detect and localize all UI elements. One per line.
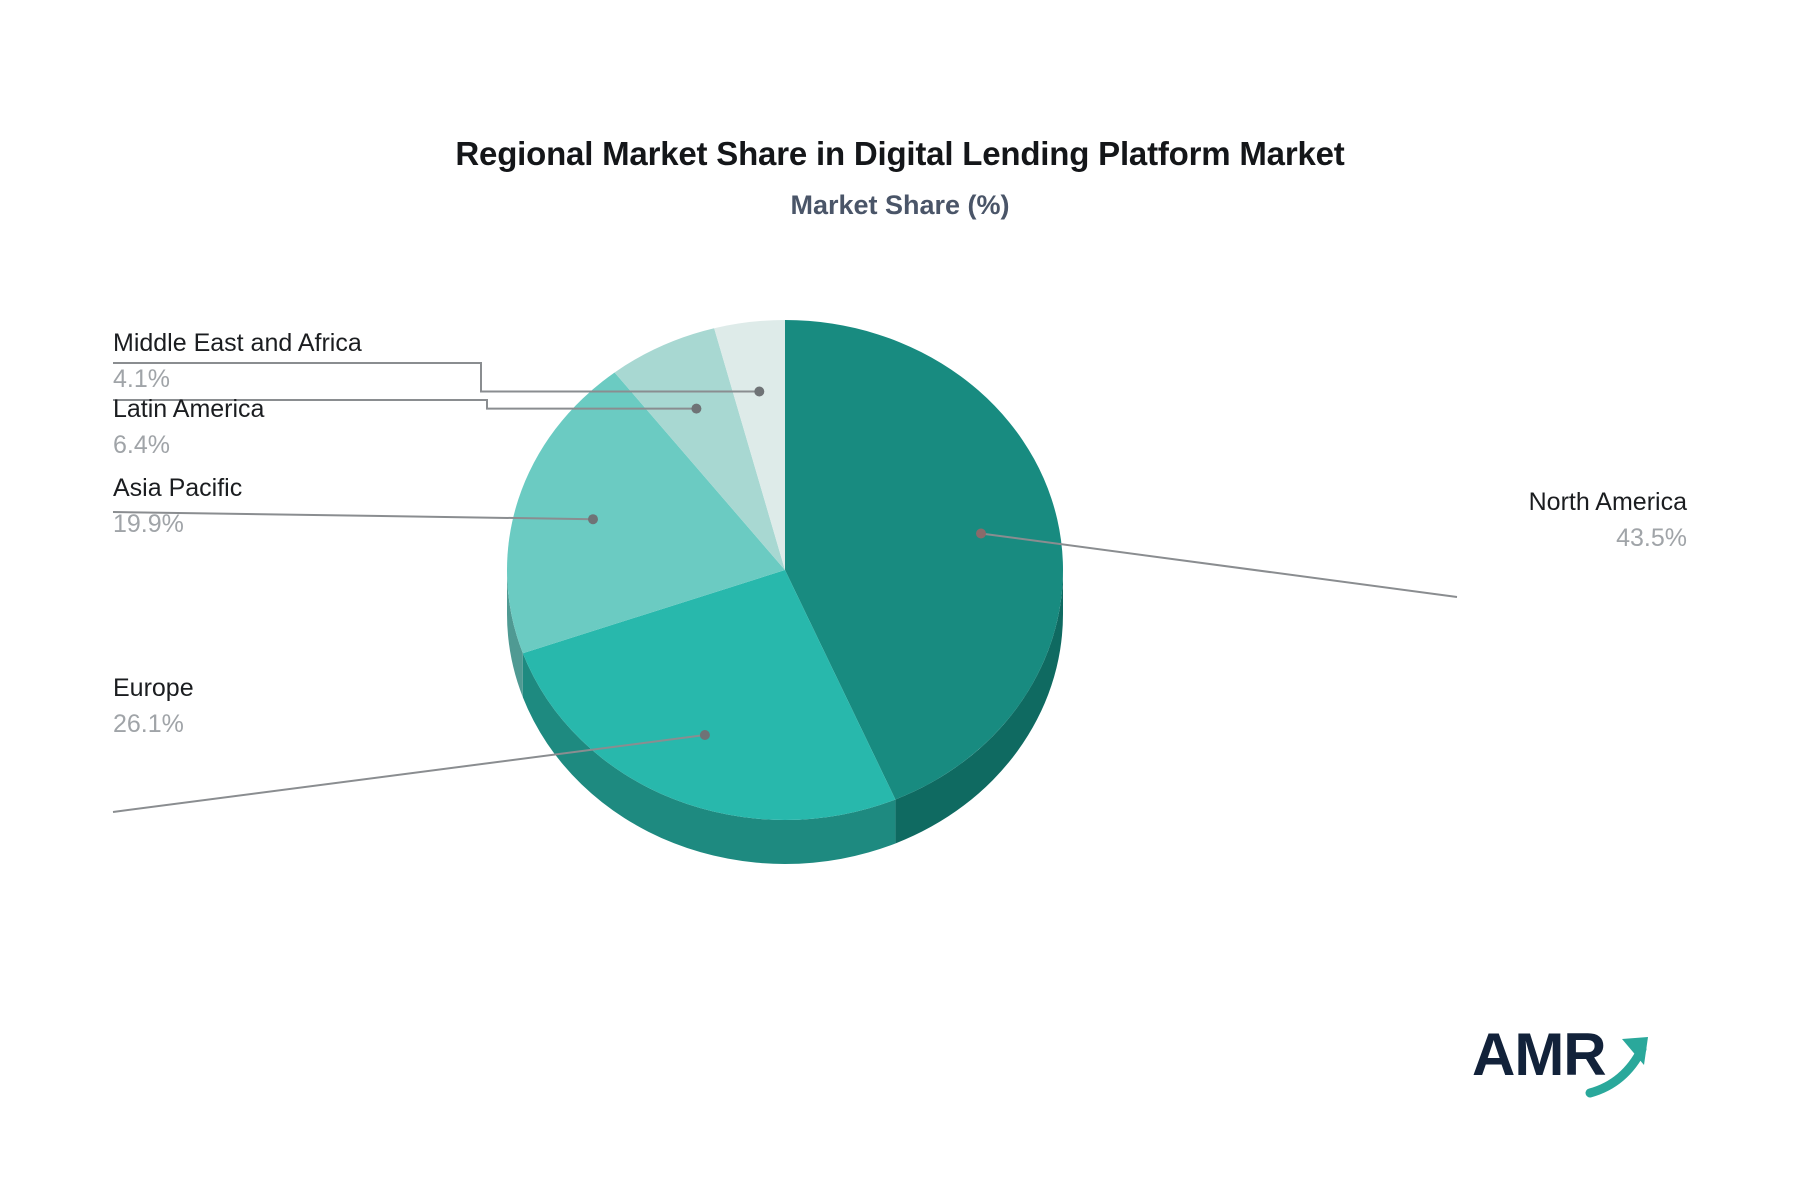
pie-depth-north-america — [895, 570, 1063, 844]
pie-depth-asia-pacific — [507, 570, 523, 698]
amr-logo-text: AMR — [1472, 1021, 1607, 1088]
pie-slice-latin-america[interactable] — [614, 328, 785, 570]
label-latin-america-value: 6.4% — [113, 431, 170, 459]
label-asia-pacific-name: Asia Pacific — [113, 474, 243, 502]
pie-slice-north-america[interactable] — [785, 320, 1064, 800]
pie-depth-group — [507, 570, 1063, 865]
label-asia-pacific[interactable]: Asia Pacific 19.9% — [113, 473, 242, 539]
leader-line — [112, 511, 594, 521]
label-europe-name: Europe — [113, 674, 194, 702]
label-middle-east-africa-name: Middle East and Africa — [113, 329, 362, 357]
leader-dot — [754, 386, 765, 397]
leader-line — [113, 399, 697, 410]
chart-subtitle: Market Share (%) — [790, 190, 1010, 220]
label-europe[interactable]: Europe 26.1% — [113, 673, 194, 739]
pie-depth-europe — [522, 653, 896, 865]
label-north-america[interactable]: North America 43.5% — [1529, 487, 1687, 553]
label-latin-america[interactable]: Latin America 6.4% — [113, 394, 264, 460]
label-middle-east-africa-value: 4.1% — [113, 365, 170, 393]
pie-slice-middle-east-africa[interactable] — [714, 320, 785, 570]
label-north-america-name: North America — [1528, 488, 1687, 516]
leader-dot — [691, 403, 702, 414]
leader-line — [112, 734, 706, 813]
leader-lines-group — [112, 362, 1458, 813]
pie-slices-group — [507, 320, 1064, 821]
leader-line — [980, 532, 1458, 598]
label-latin-america-name: Latin America — [113, 395, 265, 423]
leader-dot — [699, 730, 710, 740]
label-middle-east-africa[interactable]: Middle East and Africa 4.1% — [113, 328, 362, 394]
label-asia-pacific-value: 19.9% — [113, 510, 184, 538]
pie-slice-europe[interactable] — [522, 570, 896, 821]
leader-dots-group — [588, 386, 986, 740]
label-europe-value: 26.1% — [113, 710, 184, 738]
amr-logo: AMR — [1472, 1025, 1662, 1105]
leader-dot — [588, 514, 598, 525]
chart-title: Regional Market Share in Digital Lending… — [455, 135, 1345, 172]
amr-arrow-icon — [1585, 1037, 1648, 1098]
label-north-america-value: 43.5% — [1616, 524, 1687, 552]
leader-dot — [976, 528, 986, 539]
pie-slice-asia-pacific[interactable] — [507, 372, 785, 654]
leader-line — [113, 362, 760, 393]
